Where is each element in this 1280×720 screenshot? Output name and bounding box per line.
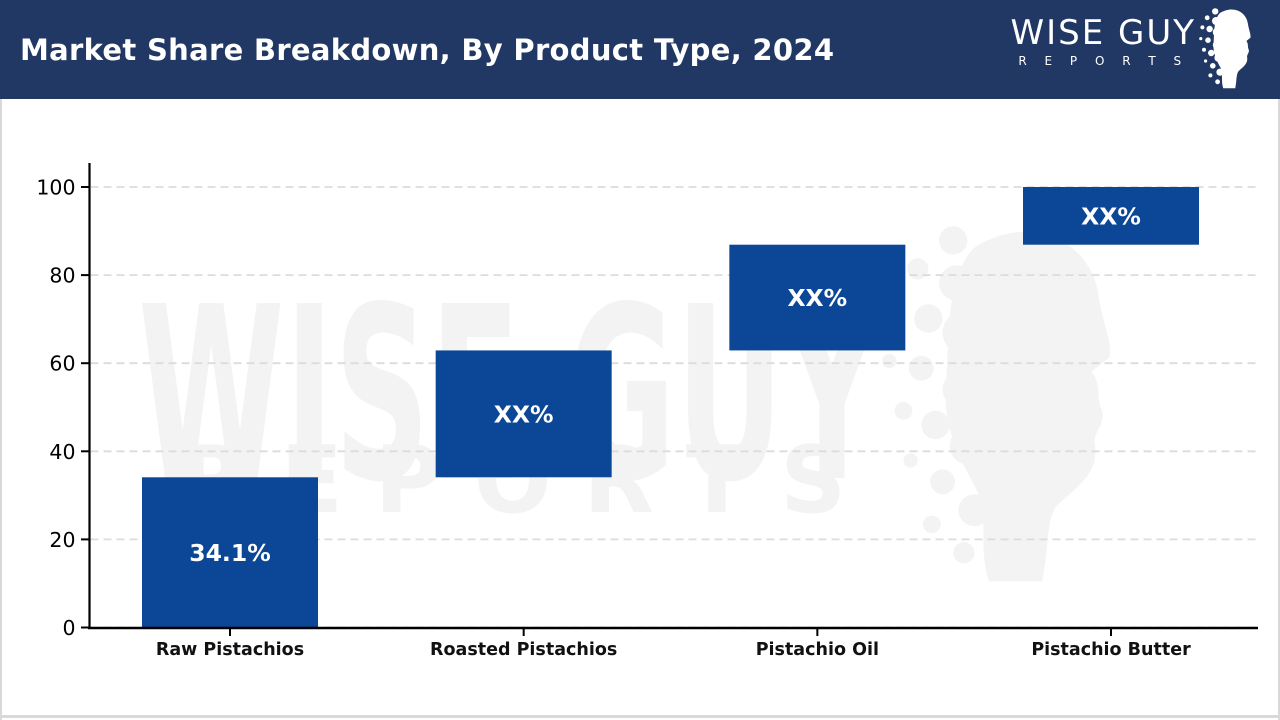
ytick-label-80: 80 (49, 264, 75, 288)
bar-roasted-pistachios (435, 350, 612, 478)
bar-pistachio-butter (1023, 187, 1200, 245)
logo-wordmark: WISE GUY (1010, 13, 1196, 53)
header-banner: Market Share Breakdown, By Product Type,… (0, 0, 1280, 99)
bar-value-label-pistachio-oil: XX% (787, 284, 847, 312)
ytick-label-60: 60 (49, 352, 75, 376)
page-border-bottom (0, 715, 1280, 718)
page-border-left (0, 99, 2, 720)
xtick-label-pistachio-oil: Pistachio Oil (756, 640, 879, 660)
xtick-label-roasted-pistachios: Roasted Pistachios (430, 640, 617, 660)
ytick-label-0: 0 (62, 616, 75, 640)
bar-pistachio-oil (729, 244, 906, 351)
ytick-label-100: 100 (36, 176, 75, 200)
page-border-right (1278, 99, 1280, 720)
plot-area: 0 20 40 60 80 100 34.1% Raw Pistachios XX% Roaste… (36, 163, 1258, 660)
ytick-label-20: 20 (49, 528, 75, 552)
bar-value-label-roasted-pistachios: XX% (494, 400, 554, 428)
logo-face-icon (1199, 8, 1251, 89)
watermark-face-icon (882, 226, 1111, 582)
wise-guy-logo: WISE GUY R E P O R T S (1010, 16, 1196, 67)
bar-value-label-raw-pistachios: 34.1% (189, 539, 271, 567)
ytick-label-40: 40 (49, 440, 75, 464)
xtick-label-pistachio-butter: Pistachio Butter (1031, 640, 1191, 660)
logo-subtitle: R E P O R T S (1018, 54, 1189, 68)
bar-value-label-pistachio-butter: XX% (1081, 202, 1141, 230)
page-title: Market Share Breakdown, By Product Type,… (20, 32, 835, 67)
xtick-label-raw-pistachios: Raw Pistachios (156, 640, 304, 660)
bar-raw-pistachios (142, 477, 318, 628)
